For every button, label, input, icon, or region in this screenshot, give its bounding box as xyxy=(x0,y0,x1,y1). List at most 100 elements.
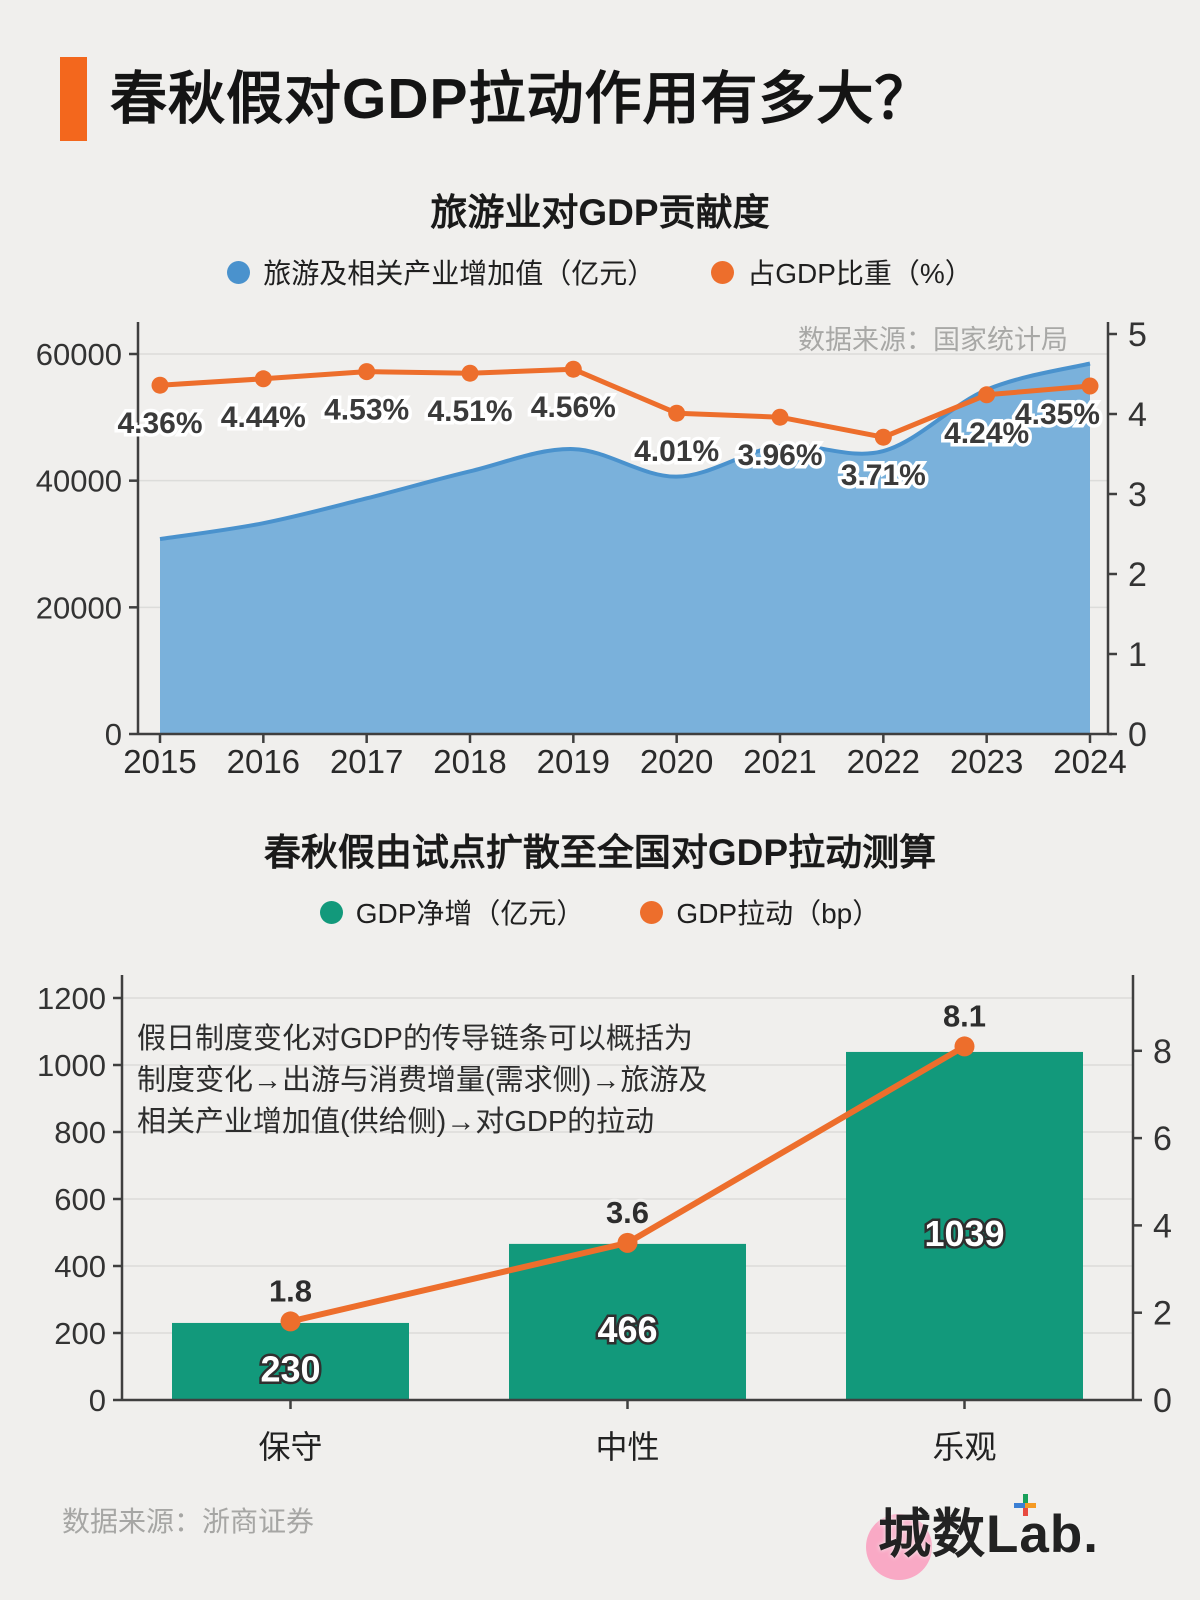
orange-dot-icon xyxy=(640,900,664,924)
legend-item-gdp-net: GDP净增（亿元） xyxy=(319,892,585,932)
chart1-year-label: 2024 xyxy=(1053,743,1126,780)
chart2-bar-value: 466 xyxy=(597,1309,657,1350)
chart1-pct-label: 4.56% xyxy=(531,391,616,424)
chart1-pct-point xyxy=(358,363,376,381)
chart2-category-label: 中性 xyxy=(595,1429,659,1465)
chart1-left-tick-label: 60000 xyxy=(36,337,122,372)
chart2-bar-value: 1039 xyxy=(924,1213,1004,1254)
orange-dot-icon xyxy=(711,260,735,284)
chart1-year-label: 2018 xyxy=(433,743,506,780)
chart1-area-topline xyxy=(159,361,1091,542)
chart2-left-tick-label: 0 xyxy=(89,1383,106,1418)
legend-item-added-value: 旅游及相关产业增加值（亿元） xyxy=(227,252,655,292)
chart2-right-tick-label: 6 xyxy=(1153,1120,1172,1158)
title-accent-bar xyxy=(60,57,87,141)
chart1-pct-point xyxy=(874,428,892,446)
chart1-legend: 旅游及相关产业增加值（亿元） 占GDP比重（%） xyxy=(0,252,1200,292)
chart1-right-tick-label: 1 xyxy=(1128,636,1147,674)
chart1-source-note: 数据来源：国家统计局 xyxy=(798,325,1068,355)
chart1-year-label: 2019 xyxy=(537,743,610,780)
chart2-bp-point xyxy=(280,1311,301,1332)
chart2-category-label: 乐观 xyxy=(932,1429,996,1465)
legend-label: GDP拉动（bp） xyxy=(676,898,881,929)
chart1-pct-label: 4.01% xyxy=(634,435,719,468)
chart1-pct-point xyxy=(254,370,272,388)
chart1-pct-point xyxy=(564,360,582,378)
logo-text-cn: 城数 xyxy=(878,1505,986,1564)
chart2-bar xyxy=(172,1322,409,1400)
chart1-pct-point xyxy=(771,408,789,426)
chart1-pct-point xyxy=(668,404,686,422)
chart1-right-tick-label: 5 xyxy=(1128,316,1147,354)
chart1-pct-label: 3.71% xyxy=(841,459,926,492)
chart1-pct-label: 4.35% xyxy=(1015,398,1100,431)
chart2-annotation-line: 制度变化→出游与消费增量(需求侧)→旅游及 xyxy=(137,1064,707,1097)
chart2-bp-label: 3.6 xyxy=(606,1195,649,1230)
chart1-area-series xyxy=(160,363,1090,734)
chart2-right-tick-label: 2 xyxy=(1153,1295,1172,1333)
chart2-legend: GDP净增（亿元） GDP拉动（bp） xyxy=(0,892,1200,932)
logo-pink-circle-icon xyxy=(866,1514,932,1580)
chart2-left-tick-label: 1200 xyxy=(37,981,106,1016)
chart2-left-tick-label: 600 xyxy=(54,1182,106,1217)
chart1-right-tick-label: 4 xyxy=(1128,396,1147,434)
chart1-year-label: 2017 xyxy=(330,743,403,780)
chart2-left-tick-label: 800 xyxy=(54,1115,106,1150)
chart1-title: 旅游业对GDP贡献度 xyxy=(430,192,770,233)
logo-text-en: Lab. xyxy=(986,1505,1099,1564)
chart2-bar xyxy=(509,1243,746,1400)
chart1-year-label: 2020 xyxy=(640,743,713,780)
blue-dot-icon xyxy=(227,260,251,284)
chart2-category-label: 保守 xyxy=(258,1429,322,1465)
chart2-right-tick-label: 4 xyxy=(1153,1207,1172,1245)
chart1-right-tick-label: 0 xyxy=(1128,716,1147,754)
chart1-pct-label: 4.36% xyxy=(117,407,202,440)
chart2-left-tick-label: 400 xyxy=(54,1249,106,1284)
chart1-pct-line xyxy=(159,366,1091,440)
chart1-pct-label: 4.44% xyxy=(221,401,306,434)
legend-label: 占GDP比重（%） xyxy=(747,258,973,289)
chart2-bp-point xyxy=(954,1036,975,1057)
logo-plus-icon xyxy=(1014,1494,1036,1516)
chart1-pct-point xyxy=(1081,377,1099,395)
chart1-right-tick-label: 3 xyxy=(1128,476,1147,514)
chart2-left-tick-label: 200 xyxy=(54,1316,106,1351)
chart1-pct-point xyxy=(461,364,479,382)
chart2-right-tick-label: 0 xyxy=(1153,1382,1172,1420)
legend-item-gdp-share: 占GDP比重（%） xyxy=(711,252,973,292)
chart1-pct-label: 3.96% xyxy=(737,439,822,472)
legend-label: GDP净增（亿元） xyxy=(355,898,585,929)
footer-source: 数据来源：浙商证券 xyxy=(62,1506,315,1537)
chart1-year-label: 2015 xyxy=(123,743,196,780)
green-dot-icon xyxy=(319,900,343,924)
chart1-pct-label: 4.53% xyxy=(324,394,409,427)
chart2-bp-label: 8.1 xyxy=(943,998,986,1033)
chart1-year-label: 2023 xyxy=(950,743,1023,780)
chart1-pct-label: 4.24% xyxy=(944,417,1029,450)
chart1-right-tick-label: 2 xyxy=(1128,556,1147,594)
chart1-year-label: 2022 xyxy=(847,743,920,780)
chart1-left-tick-label: 0 xyxy=(105,717,122,752)
chart2-bp-label: 1.8 xyxy=(269,1273,312,1308)
chart2-right-tick-label: 8 xyxy=(1153,1033,1172,1071)
brand-logo: 城数Lab. xyxy=(866,1492,1099,1580)
chart2-title: 春秋假由试点扩散至全国对GDP拉动测算 xyxy=(263,832,937,873)
chart1-year-label: 2021 xyxy=(743,743,816,780)
chart2-left-tick-label: 1000 xyxy=(37,1048,106,1083)
chart2-annotation-line: 相关产业增加值(供给侧)→对GDP的拉动 xyxy=(137,1105,654,1138)
chart1-pct-point xyxy=(978,386,996,404)
legend-label: 旅游及相关产业增加值（亿元） xyxy=(263,258,656,289)
chart1-left-tick-label: 40000 xyxy=(36,464,122,499)
chart1-left-tick-label: 20000 xyxy=(36,590,122,625)
chart1-year-label: 2016 xyxy=(227,743,300,780)
chart1-pct-point xyxy=(151,376,169,394)
legend-item-gdp-pull: GDP拉动（bp） xyxy=(640,892,880,932)
chart2-bp-point xyxy=(617,1232,638,1253)
chart2-bar-value: 230 xyxy=(260,1348,320,1389)
chart2-bar xyxy=(846,1051,1083,1400)
chart2-annotation-line: 假日制度变化对GDP的传导链条可以概括为 xyxy=(137,1022,693,1055)
chart1-pct-label: 4.51% xyxy=(427,395,512,428)
page-title: 春秋假对GDP拉动作用有多大？ xyxy=(110,67,933,131)
